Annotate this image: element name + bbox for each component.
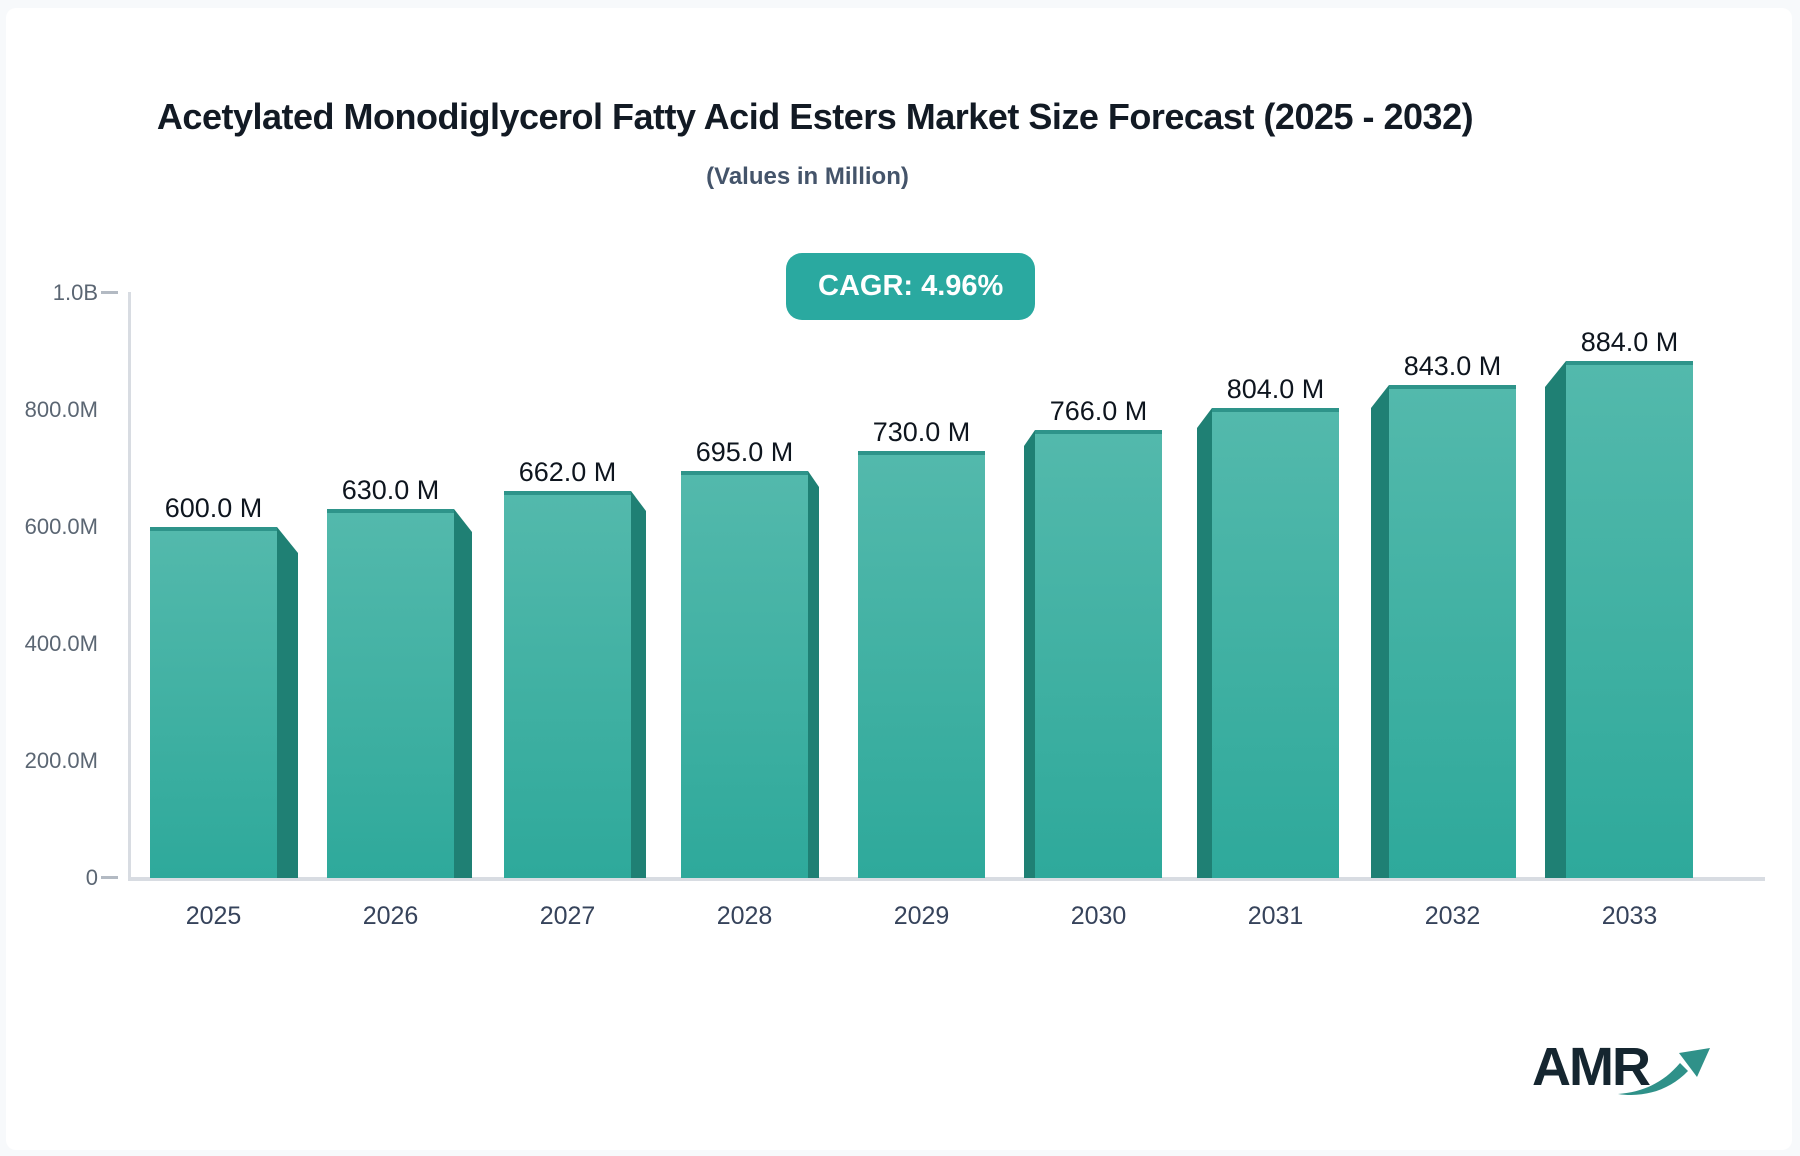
y-axis-tick-0 (101, 876, 118, 879)
y-axis-label-400.0M: 400.0M (24, 631, 98, 656)
x-axis-label-2030: 2030 (1070, 902, 1127, 930)
bar-side-2031 (1197, 408, 1212, 878)
bar-side-2030 (1024, 430, 1035, 878)
subtitle-wrap: (Values in Million) (0, 163, 1615, 191)
cagr-badge: CAGR: 4.96% (786, 253, 1036, 320)
amr-logo: AMR (1532, 1036, 1732, 1106)
x-axis-label-2025: 2025 (185, 902, 242, 930)
bar-2029 (858, 451, 985, 878)
bar-2032 (1389, 385, 1516, 878)
value-label-2031: 804.0 M (1226, 374, 1325, 404)
bar-2030 (1035, 430, 1162, 878)
bar-side-2028 (808, 471, 819, 878)
y-axis-tick-1.0B (101, 291, 118, 294)
value-label-2033: 884.0 M (1580, 327, 1679, 357)
x-axis-label-2031: 2031 (1247, 902, 1304, 930)
value-label-2027: 662.0 M (518, 457, 617, 487)
bar-2033 (1566, 361, 1693, 878)
x-axis-label-2033: 2033 (1601, 902, 1658, 930)
value-label-2030: 766.0 M (1049, 396, 1148, 426)
value-label-2026: 630.0 M (341, 475, 440, 505)
x-axis-label-2026: 2026 (362, 902, 419, 930)
bar-side-2027 (631, 491, 646, 878)
bar-2031 (1212, 408, 1339, 878)
y-axis-label-600.0M: 600.0M (24, 514, 98, 539)
bar-side-2032 (1371, 385, 1389, 878)
value-label-2029: 730.0 M (872, 417, 971, 447)
x-axis-line (128, 877, 1765, 881)
logo-text: AMR (1532, 1037, 1651, 1097)
x-axis-label-2029: 2029 (893, 902, 950, 930)
bar-2025 (150, 527, 277, 878)
y-axis-line (128, 292, 131, 880)
y-axis-label-800.0M: 800.0M (24, 397, 98, 422)
y-axis-label-1.0B: 1.0B (52, 280, 98, 305)
growth-arrow-icon (1618, 1048, 1710, 1096)
value-label-2028: 695.0 M (695, 437, 794, 467)
value-label-2025: 600.0 M (164, 493, 263, 523)
bar-side-2025 (277, 527, 298, 878)
bar-2026 (327, 509, 454, 878)
title-wrap: Acetylated Monodiglycerol Fatty Acid Est… (0, 96, 1630, 138)
y-axis-label-0: 0 (85, 865, 98, 890)
x-axis-label-2028: 2028 (716, 902, 773, 930)
x-axis-label-2027: 2027 (539, 902, 596, 930)
chart-subtitle: (Values in Million) (706, 163, 909, 190)
bar-2027 (504, 491, 631, 878)
bar-side-2033 (1545, 361, 1566, 878)
y-axis-label-200.0M: 200.0M (24, 748, 98, 773)
x-axis-label-2032: 2032 (1424, 902, 1481, 930)
bar-2028 (681, 471, 808, 878)
chart-title: Acetylated Monodiglycerol Fatty Acid Est… (156, 96, 1474, 137)
bar-side-2026 (454, 509, 472, 878)
value-label-2032: 843.0 M (1403, 351, 1502, 381)
